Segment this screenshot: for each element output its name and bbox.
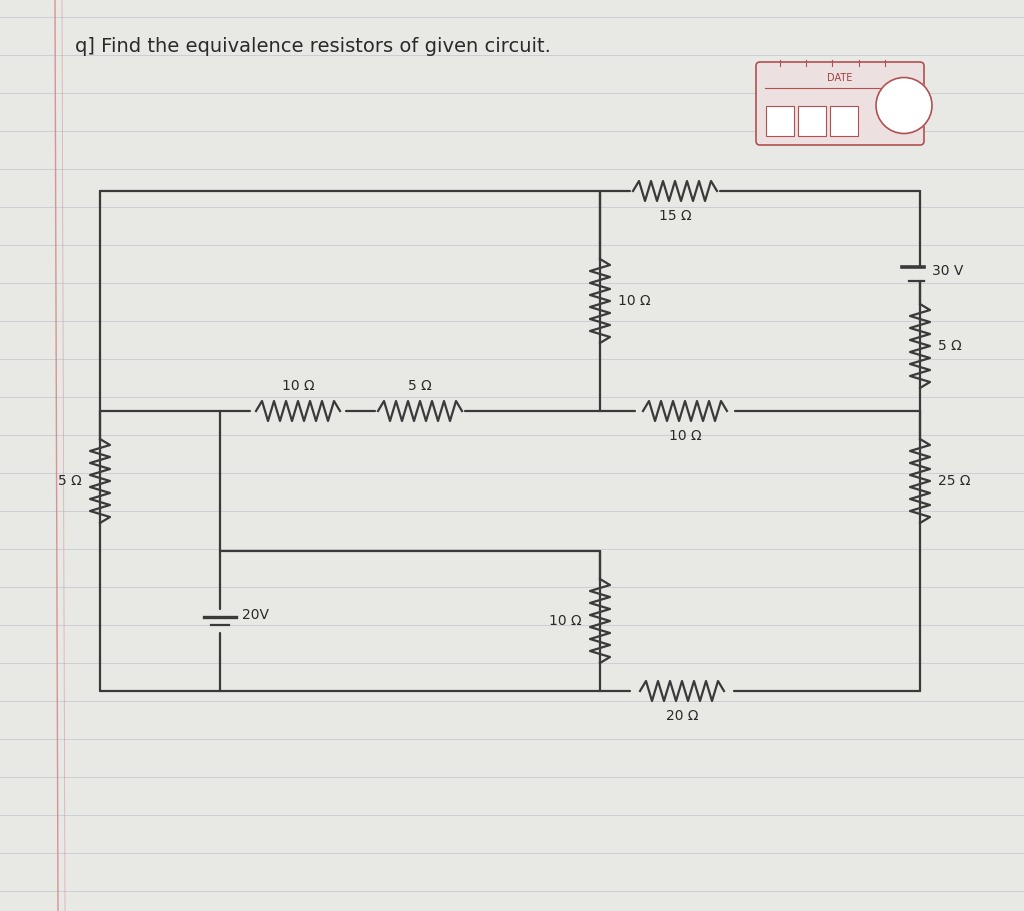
Text: 20V: 20V bbox=[242, 608, 269, 622]
Text: 20 Ω: 20 Ω bbox=[666, 709, 698, 723]
Bar bbox=[798, 106, 826, 136]
Bar bbox=[830, 106, 858, 136]
Text: DATE: DATE bbox=[827, 73, 853, 83]
Text: 5 Ω: 5 Ω bbox=[409, 379, 432, 393]
Text: 10 Ω: 10 Ω bbox=[669, 429, 701, 443]
Text: 10 Ω: 10 Ω bbox=[282, 379, 314, 393]
Text: 30 V: 30 V bbox=[932, 264, 964, 278]
Circle shape bbox=[876, 77, 932, 134]
Text: 10 Ω: 10 Ω bbox=[549, 614, 582, 628]
Text: 5 Ω: 5 Ω bbox=[58, 474, 82, 488]
Text: q] Find the equivalence resistors of given circuit.: q] Find the equivalence resistors of giv… bbox=[75, 36, 551, 56]
Text: 10 Ω: 10 Ω bbox=[618, 294, 650, 308]
Text: 15 Ω: 15 Ω bbox=[658, 209, 691, 223]
Text: 5 Ω: 5 Ω bbox=[938, 339, 962, 353]
Text: 25 Ω: 25 Ω bbox=[938, 474, 971, 488]
FancyBboxPatch shape bbox=[756, 62, 924, 145]
Bar bbox=[766, 106, 794, 136]
